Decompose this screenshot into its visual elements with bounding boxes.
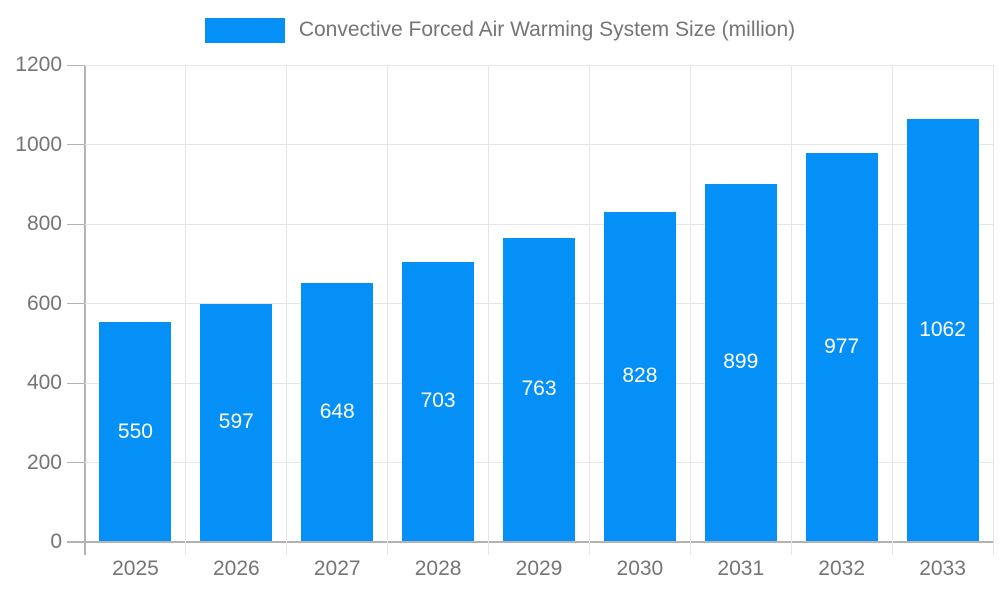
y-tick-label: 1200	[15, 53, 62, 76]
chart-legend[interactable]: Convective Forced Air Warming System Siz…	[0, 16, 1000, 44]
x-tick-label: 2030	[616, 557, 664, 580]
bar-value-label: 977	[824, 334, 860, 358]
y-gridline	[85, 223, 993, 225]
y-tick-mark	[67, 462, 85, 463]
bar-2029[interactable]: 763	[503, 237, 575, 541]
x-gridline	[992, 65, 994, 555]
bar-value-label: 828	[622, 364, 658, 388]
bar-value-label: 550	[117, 419, 153, 443]
x-gridline	[185, 65, 187, 555]
bar-2032[interactable]: 977	[805, 152, 878, 541]
y-tick-label: 800	[26, 212, 62, 235]
y-tick-mark	[67, 541, 85, 543]
x-tick-label: 2025	[112, 557, 159, 580]
bar-value-label: 648	[319, 400, 355, 424]
y-tick-label: 0	[50, 530, 62, 553]
bar-2030[interactable]: 828	[603, 211, 676, 541]
legend-swatch[interactable]	[204, 17, 285, 43]
y-tick-mark	[67, 303, 85, 304]
y-tick-label: 600	[26, 291, 62, 315]
x-gridline	[891, 65, 893, 555]
bar-value-label: 763	[521, 377, 557, 401]
bar-value-label: 1062	[919, 317, 966, 341]
y-gridline	[85, 144, 993, 145]
bar-2026[interactable]: 597	[200, 303, 273, 541]
legend-label: Convective Forced Air Warming System Siz…	[298, 18, 796, 41]
bar-value-label: 597	[218, 410, 254, 434]
x-tick-label: 2032	[818, 557, 866, 580]
x-gridline	[286, 65, 288, 555]
y-tick-mark	[67, 64, 85, 66]
x-gridline	[588, 65, 590, 555]
plot-area: 0 200 400 600 800 1000 1200 550 2025 597 2026 648 20…	[15, 54, 994, 580]
bar-value-label: 703	[420, 389, 456, 413]
bar-value-label: 899	[723, 350, 759, 374]
x-tick-label: 2026	[212, 557, 260, 580]
y-tick-mark	[67, 382, 85, 384]
x-gridline	[488, 65, 490, 555]
bar-2031[interactable]: 899	[704, 183, 777, 541]
y-tick-label: 200	[26, 450, 62, 474]
y-gridline	[85, 64, 993, 66]
y-tick-mark	[67, 223, 85, 225]
y-tick-label: 400	[26, 371, 62, 394]
bar-2027[interactable]: 648	[301, 283, 374, 541]
x-axis-line	[67, 541, 993, 543]
x-tick-label: 2033	[919, 557, 966, 580]
bar-2028[interactable]: 703	[402, 261, 475, 541]
y-tick-label: 1000	[15, 132, 62, 156]
x-gridline	[387, 65, 389, 555]
bar-2033[interactable]: 1062	[906, 118, 979, 541]
x-gridline	[689, 65, 691, 555]
x-tick-label: 2029	[515, 557, 563, 580]
x-gridline	[790, 65, 792, 555]
y-axis-line	[84, 65, 86, 555]
y-tick-mark	[67, 144, 85, 145]
x-tick-label: 2031	[717, 557, 765, 580]
x-tick-label: 2027	[313, 557, 361, 580]
x-tick-label: 2028	[414, 557, 462, 580]
bar-2025[interactable]: 550	[99, 322, 172, 541]
